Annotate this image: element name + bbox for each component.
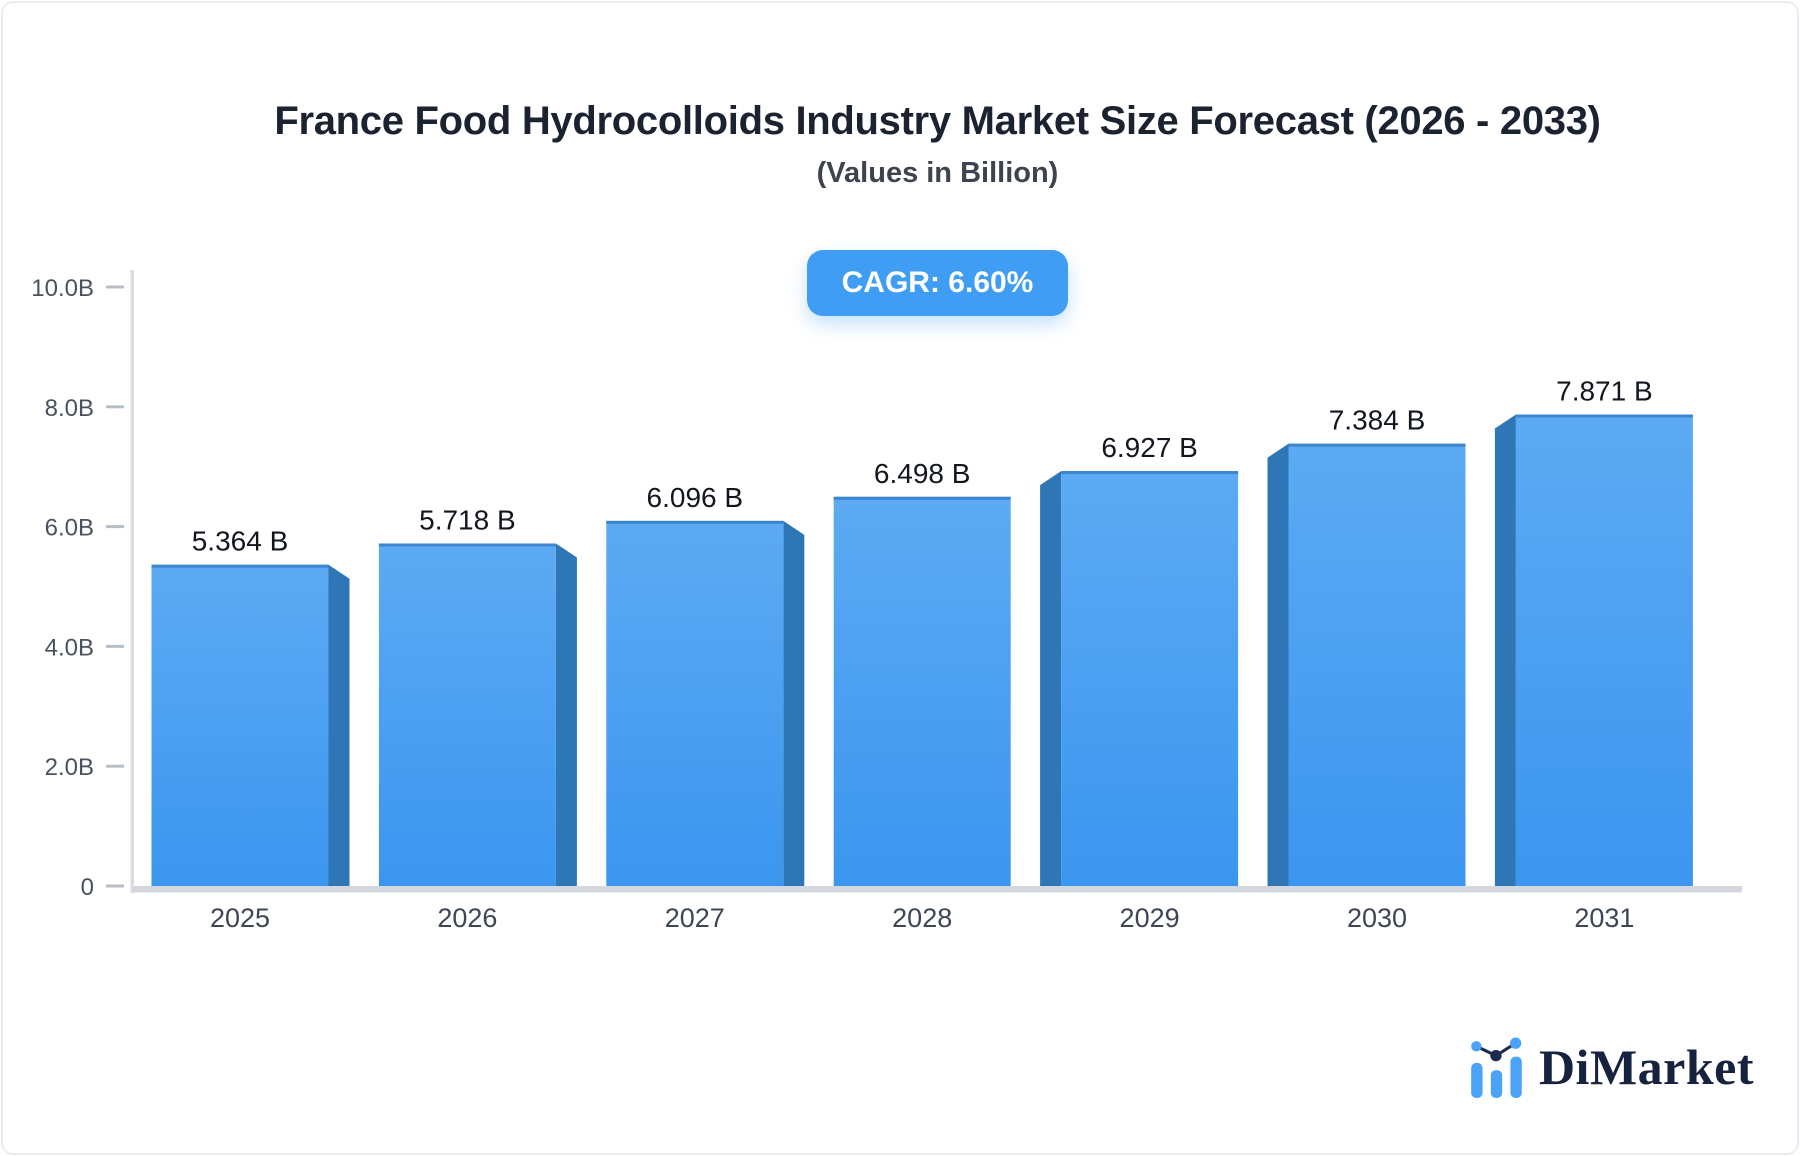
y-tick-label: 8.0B <box>45 395 94 422</box>
y-tick-label: 4.0B <box>45 634 94 661</box>
bar-value-label: 6.096 B <box>647 482 744 513</box>
bar <box>1061 471 1239 886</box>
y-tick-label: 2.0B <box>45 754 94 781</box>
chart-subtitle: (Values in Billion) <box>816 157 1059 189</box>
bar <box>1515 414 1693 886</box>
y-tick-label: 10.0B <box>31 275 94 302</box>
y-tick-dash <box>106 644 124 648</box>
bar <box>151 564 329 886</box>
bar-group: 5.718 B 2026 <box>378 504 577 933</box>
bar-side-face <box>1494 414 1516 886</box>
bar-group: 7.871 B 2031 <box>1494 376 1693 933</box>
bar-top-edge <box>833 496 1011 500</box>
y-tick-dash <box>106 405 124 409</box>
bar-value-label: 5.718 B <box>419 504 516 535</box>
x-axis-label: 2026 <box>437 903 497 933</box>
bar-side-face <box>1267 443 1289 886</box>
chart-bars-icon <box>1471 1037 1522 1098</box>
x-axis-label: 2028 <box>892 903 952 933</box>
bar-group: 6.927 B 2029 <box>1040 432 1239 933</box>
bar-group: 6.096 B 2027 <box>606 482 805 933</box>
y-tick-label: 0 <box>81 874 94 901</box>
bar-top-edge <box>606 520 784 524</box>
y-tick-dash <box>106 764 124 768</box>
bar <box>606 520 784 886</box>
x-axis-label: 2025 <box>210 903 270 933</box>
bar-top-edge <box>378 543 556 547</box>
bar-group: 5.364 B 2025 <box>151 526 350 933</box>
bar <box>833 496 1011 886</box>
y-tick-label: 6.0B <box>45 515 94 542</box>
bar-side-face <box>1040 471 1062 886</box>
bar-group: 6.498 B 2028 <box>833 458 1011 933</box>
y-tick-dash <box>106 525 124 529</box>
y-axis-line <box>130 270 134 893</box>
page-title: France Food Hydrocolloids Industry Marke… <box>274 99 1601 143</box>
bar <box>378 543 556 886</box>
bar <box>1288 443 1466 886</box>
bar-top-edge <box>1288 443 1466 447</box>
bar-value-label: 6.498 B <box>874 458 971 489</box>
bar-value-label: 7.871 B <box>1556 376 1653 407</box>
logo-text: DiMarket <box>1538 1039 1754 1095</box>
x-axis-label: 2027 <box>665 903 725 933</box>
x-axis-baseline <box>133 886 1742 893</box>
bar-group: 7.384 B 2030 <box>1267 405 1466 933</box>
x-axis-label: 2029 <box>1120 903 1180 933</box>
bar-top-edge <box>1515 414 1693 418</box>
chart-header: France Food Hydrocolloids Industry Marke… <box>133 0 1742 316</box>
y-tick-dash <box>106 285 124 289</box>
bar-value-label: 6.927 B <box>1101 432 1198 463</box>
bar-side-face <box>555 543 577 886</box>
bar-side-face <box>783 520 805 886</box>
cagr-badge: CAGR: 6.60% <box>806 250 1069 316</box>
x-axis-label: 2031 <box>1574 903 1634 933</box>
bar-top-edge <box>1061 471 1239 475</box>
y-tick-dash <box>106 884 124 888</box>
bar-side-face <box>328 564 350 886</box>
bar-top-edge <box>151 564 329 568</box>
bar-value-label: 7.384 B <box>1329 405 1426 436</box>
bar-value-label: 5.364 B <box>192 526 289 557</box>
dimarket-logo: DiMarket <box>1469 1036 1754 1098</box>
x-axis-label: 2030 <box>1347 903 1407 933</box>
